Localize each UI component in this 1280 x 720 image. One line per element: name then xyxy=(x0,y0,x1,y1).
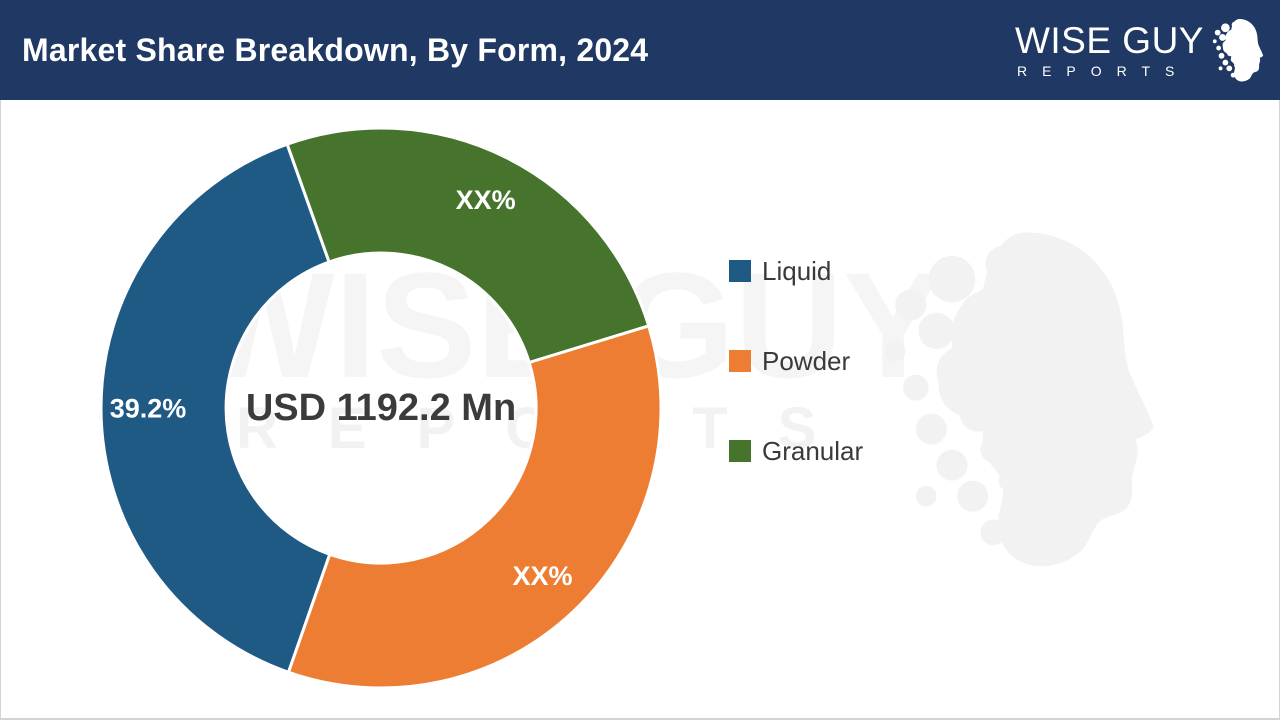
legend-item-granular: Granular xyxy=(729,438,863,464)
segment-value-label-granular: XX% xyxy=(456,185,516,215)
segment-value-label-powder: XX% xyxy=(512,561,572,591)
wiseguy-face-icon xyxy=(1212,19,1264,82)
legend-swatch-liquid xyxy=(729,260,751,282)
legend-item-liquid: Liquid xyxy=(729,258,863,284)
donut-segment-liquid xyxy=(99,142,332,674)
chart-legend: Liquid Powder Granular xyxy=(729,258,863,464)
logo-wordmark: WISE GUY xyxy=(1014,19,1204,61)
legend-label: Liquid xyxy=(762,256,832,286)
donut-segment-powder xyxy=(287,324,663,690)
legend-item-powder: Powder xyxy=(729,348,863,374)
legend-label: Granular xyxy=(762,436,864,466)
chart-area: WISE GUY REPORTS 39.2%XX%XX% USD 1192.2 … xyxy=(0,100,1280,720)
logo-subtitle: REPORTS xyxy=(1016,62,1190,79)
donut-segments xyxy=(99,126,663,690)
donut-segment-labels: 39.2% XX% XX% xyxy=(110,185,573,591)
wiseguy-logo: WISE GUY REPORTS xyxy=(1015,12,1266,88)
legend-swatch-granular xyxy=(729,440,751,462)
header: Market Share Breakdown, By Form, 2024 WI… xyxy=(0,0,1280,100)
segment-value-label-liquid: 39.2% xyxy=(110,394,187,424)
watermark-subtitle: REPORTS xyxy=(236,400,866,458)
legend-swatch-powder xyxy=(729,350,751,372)
logo-text: WISE GUY REPORTS xyxy=(1015,22,1204,79)
donut-segment-granular xyxy=(285,126,651,364)
page-title: Market Share Breakdown, By Form, 2024 xyxy=(22,31,649,68)
donut-center-label: USD 1192.2 Mn xyxy=(246,387,516,429)
donut-chart: 39.2% XX% XX% USD 1192.2 Mn xyxy=(99,126,663,690)
legend-label: Powder xyxy=(762,346,851,376)
